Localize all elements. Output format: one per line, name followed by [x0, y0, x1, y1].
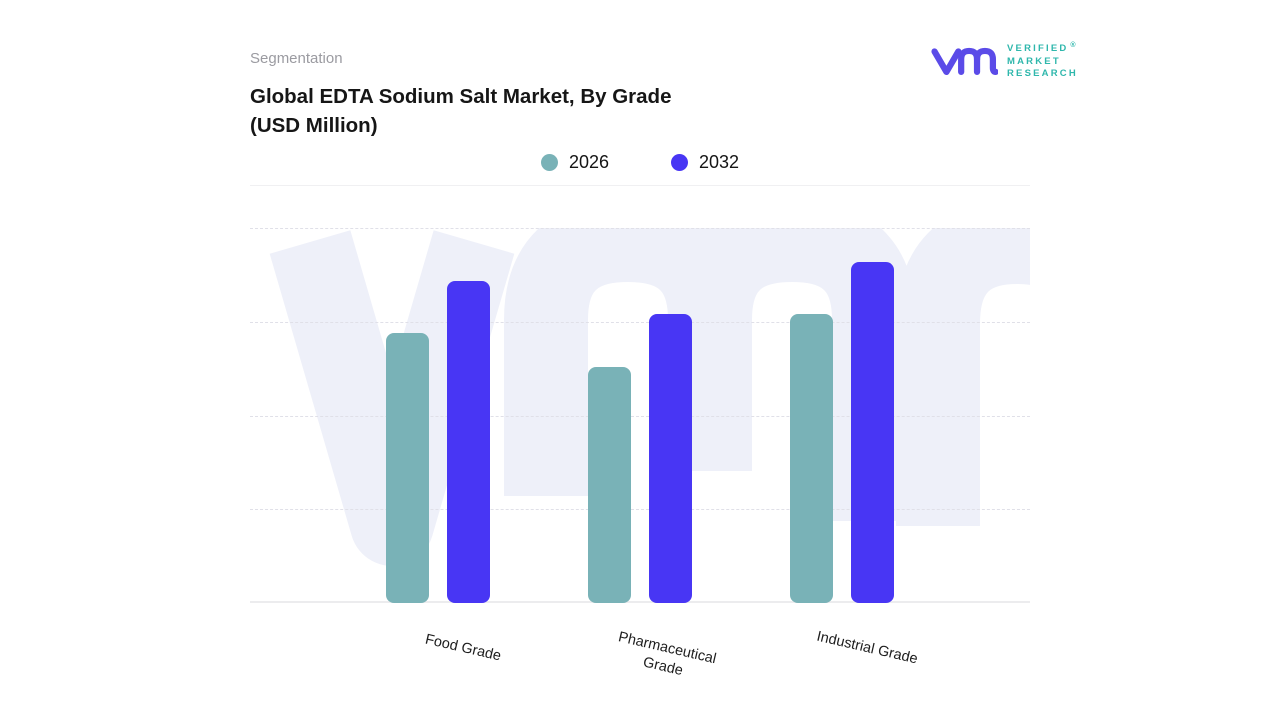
- bar-2032-pharmaceutical-grade: [649, 314, 692, 603]
- vmr-logo-mark-icon: [931, 48, 998, 76]
- registered-mark: ®: [1070, 42, 1076, 49]
- bar-2026-industrial-grade: [790, 314, 833, 603]
- bar-2032-industrial-grade: [851, 261, 894, 603]
- logo-line-research: RESEARCH: [1007, 68, 1078, 80]
- gridline: [250, 415, 1030, 417]
- plot-area: [250, 228, 1030, 603]
- page-title: Global EDTA Sodium Salt Market, By Grade…: [250, 85, 672, 137]
- gridline: [250, 321, 1030, 323]
- gridline: [250, 509, 1030, 511]
- x-axis-label-pharmaceutical-grade: Pharmaceutical Grade: [616, 629, 718, 680]
- legend-item-2026: 2026: [540, 151, 609, 173]
- legend-label: 2032: [699, 151, 740, 172]
- gridline: [250, 228, 1030, 229]
- vmr-logo-text: VERIFIED ® MARKET RESEARCH: [1007, 40, 1078, 81]
- logo-line-verified: VERIFIED ®: [1007, 42, 1076, 55]
- legend-label: 2026: [568, 151, 609, 172]
- x-axis-label-food-grade: Food Grade: [423, 631, 503, 665]
- bar-2026-pharmaceutical-grade: [588, 366, 631, 603]
- eyebrow-label: Segmentation: [250, 50, 343, 67]
- legend-item-2032: 2032: [671, 152, 739, 173]
- x-axis-line: [250, 601, 1030, 603]
- bar-2026-food-grade: [386, 333, 429, 603]
- legend-dot-icon: [540, 153, 558, 171]
- legend-dot-icon: [671, 153, 688, 171]
- x-axis-labels: Food Grade Pharmaceutical Grade Industrial…: [250, 603, 1030, 703]
- legend-separator: [250, 185, 1030, 186]
- chart-legend: 2026 2032: [250, 148, 1030, 176]
- logo-line-market: MARKET: [1007, 55, 1061, 67]
- bar-2032-food-grade: [447, 280, 490, 603]
- vmr-logo: VERIFIED ® MARKET RESEARCH: [930, 40, 1078, 81]
- x-axis-label-industrial-grade: Industrial Grade: [815, 628, 920, 668]
